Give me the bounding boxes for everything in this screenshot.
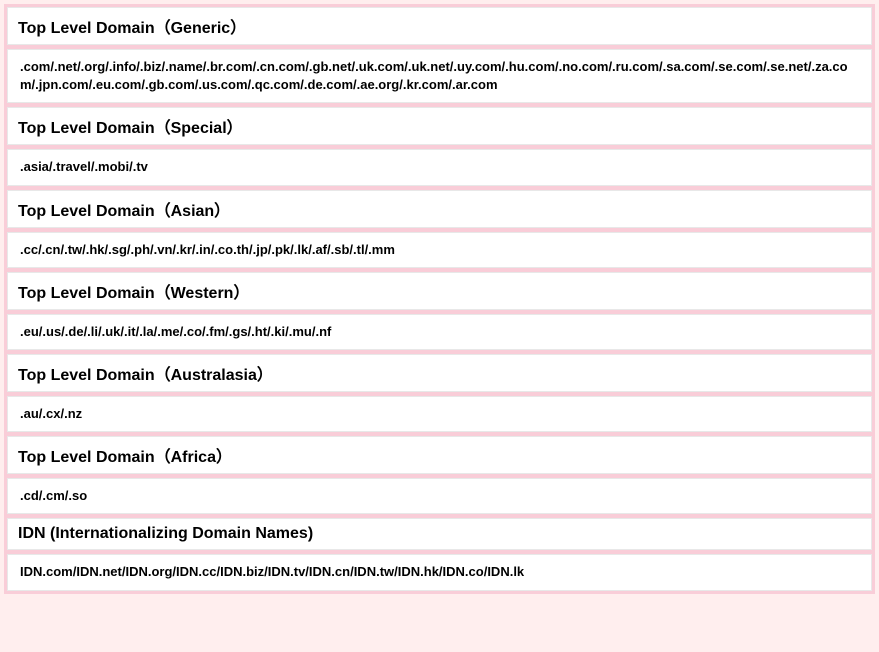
section-generic: Top Level Domain（Generic） .com/.net/.org… (7, 7, 872, 103)
header-box-generic: Top Level Domain（Generic） (7, 7, 872, 45)
header-text-idn: IDN (Internationalizing Domain Names) (18, 525, 861, 543)
header-text-australasia: Top Level Domain（Australasia） (18, 361, 861, 385)
header-text-special: Top Level Domain（Special） (18, 114, 861, 138)
header-box-idn: IDN (Internationalizing Domain Names) (7, 518, 872, 550)
header-box-western: Top Level Domain（Western） (7, 272, 872, 310)
content-box-africa: .cd/.cm/.so (7, 478, 872, 514)
section-western: Top Level Domain（Western） .eu/.us/.de/.l… (7, 272, 872, 350)
content-text-idn: IDN.com/IDN.net/IDN.org/IDN.cc/IDN.biz/I… (20, 563, 859, 581)
content-text-asian: .cc/.cn/.tw/.hk/.sg/.ph/.vn/.kr/.in/.co.… (20, 241, 859, 259)
header-box-special: Top Level Domain（Special） (7, 107, 872, 145)
content-box-australasia: .au/.cx/.nz (7, 396, 872, 432)
content-text-africa: .cd/.cm/.so (20, 487, 859, 505)
content-box-western: .eu/.us/.de/.li/.uk/.it/.la/.me/.co/.fm/… (7, 314, 872, 350)
content-box-special: .asia/.travel/.mobi/.tv (7, 149, 872, 185)
header-text-generic: Top Level Domain（Generic） (18, 14, 861, 38)
header-box-asian: Top Level Domain（Asian） (7, 190, 872, 228)
section-australasia: Top Level Domain（Australasia） .au/.cx/.n… (7, 354, 872, 432)
content-text-australasia: .au/.cx/.nz (20, 405, 859, 423)
content-box-idn: IDN.com/IDN.net/IDN.org/IDN.cc/IDN.biz/I… (7, 554, 872, 590)
section-asian: Top Level Domain（Asian） .cc/.cn/.tw/.hk/… (7, 190, 872, 268)
content-text-western: .eu/.us/.de/.li/.uk/.it/.la/.me/.co/.fm/… (20, 323, 859, 341)
domain-categories-container: Top Level Domain（Generic） .com/.net/.org… (4, 4, 875, 594)
header-text-asian: Top Level Domain（Asian） (18, 197, 861, 221)
section-idn: IDN (Internationalizing Domain Names) ID… (7, 518, 872, 590)
content-text-generic: .com/.net/.org/.info/.biz/.name/.br.com/… (20, 58, 859, 94)
header-box-africa: Top Level Domain（Africa） (7, 436, 872, 474)
section-africa: Top Level Domain（Africa） .cd/.cm/.so (7, 436, 872, 514)
header-box-australasia: Top Level Domain（Australasia） (7, 354, 872, 392)
content-box-asian: .cc/.cn/.tw/.hk/.sg/.ph/.vn/.kr/.in/.co.… (7, 232, 872, 268)
header-text-africa: Top Level Domain（Africa） (18, 443, 861, 467)
section-special: Top Level Domain（Special） .asia/.travel/… (7, 107, 872, 185)
content-text-special: .asia/.travel/.mobi/.tv (20, 158, 859, 176)
header-text-western: Top Level Domain（Western） (18, 279, 861, 303)
content-box-generic: .com/.net/.org/.info/.biz/.name/.br.com/… (7, 49, 872, 103)
